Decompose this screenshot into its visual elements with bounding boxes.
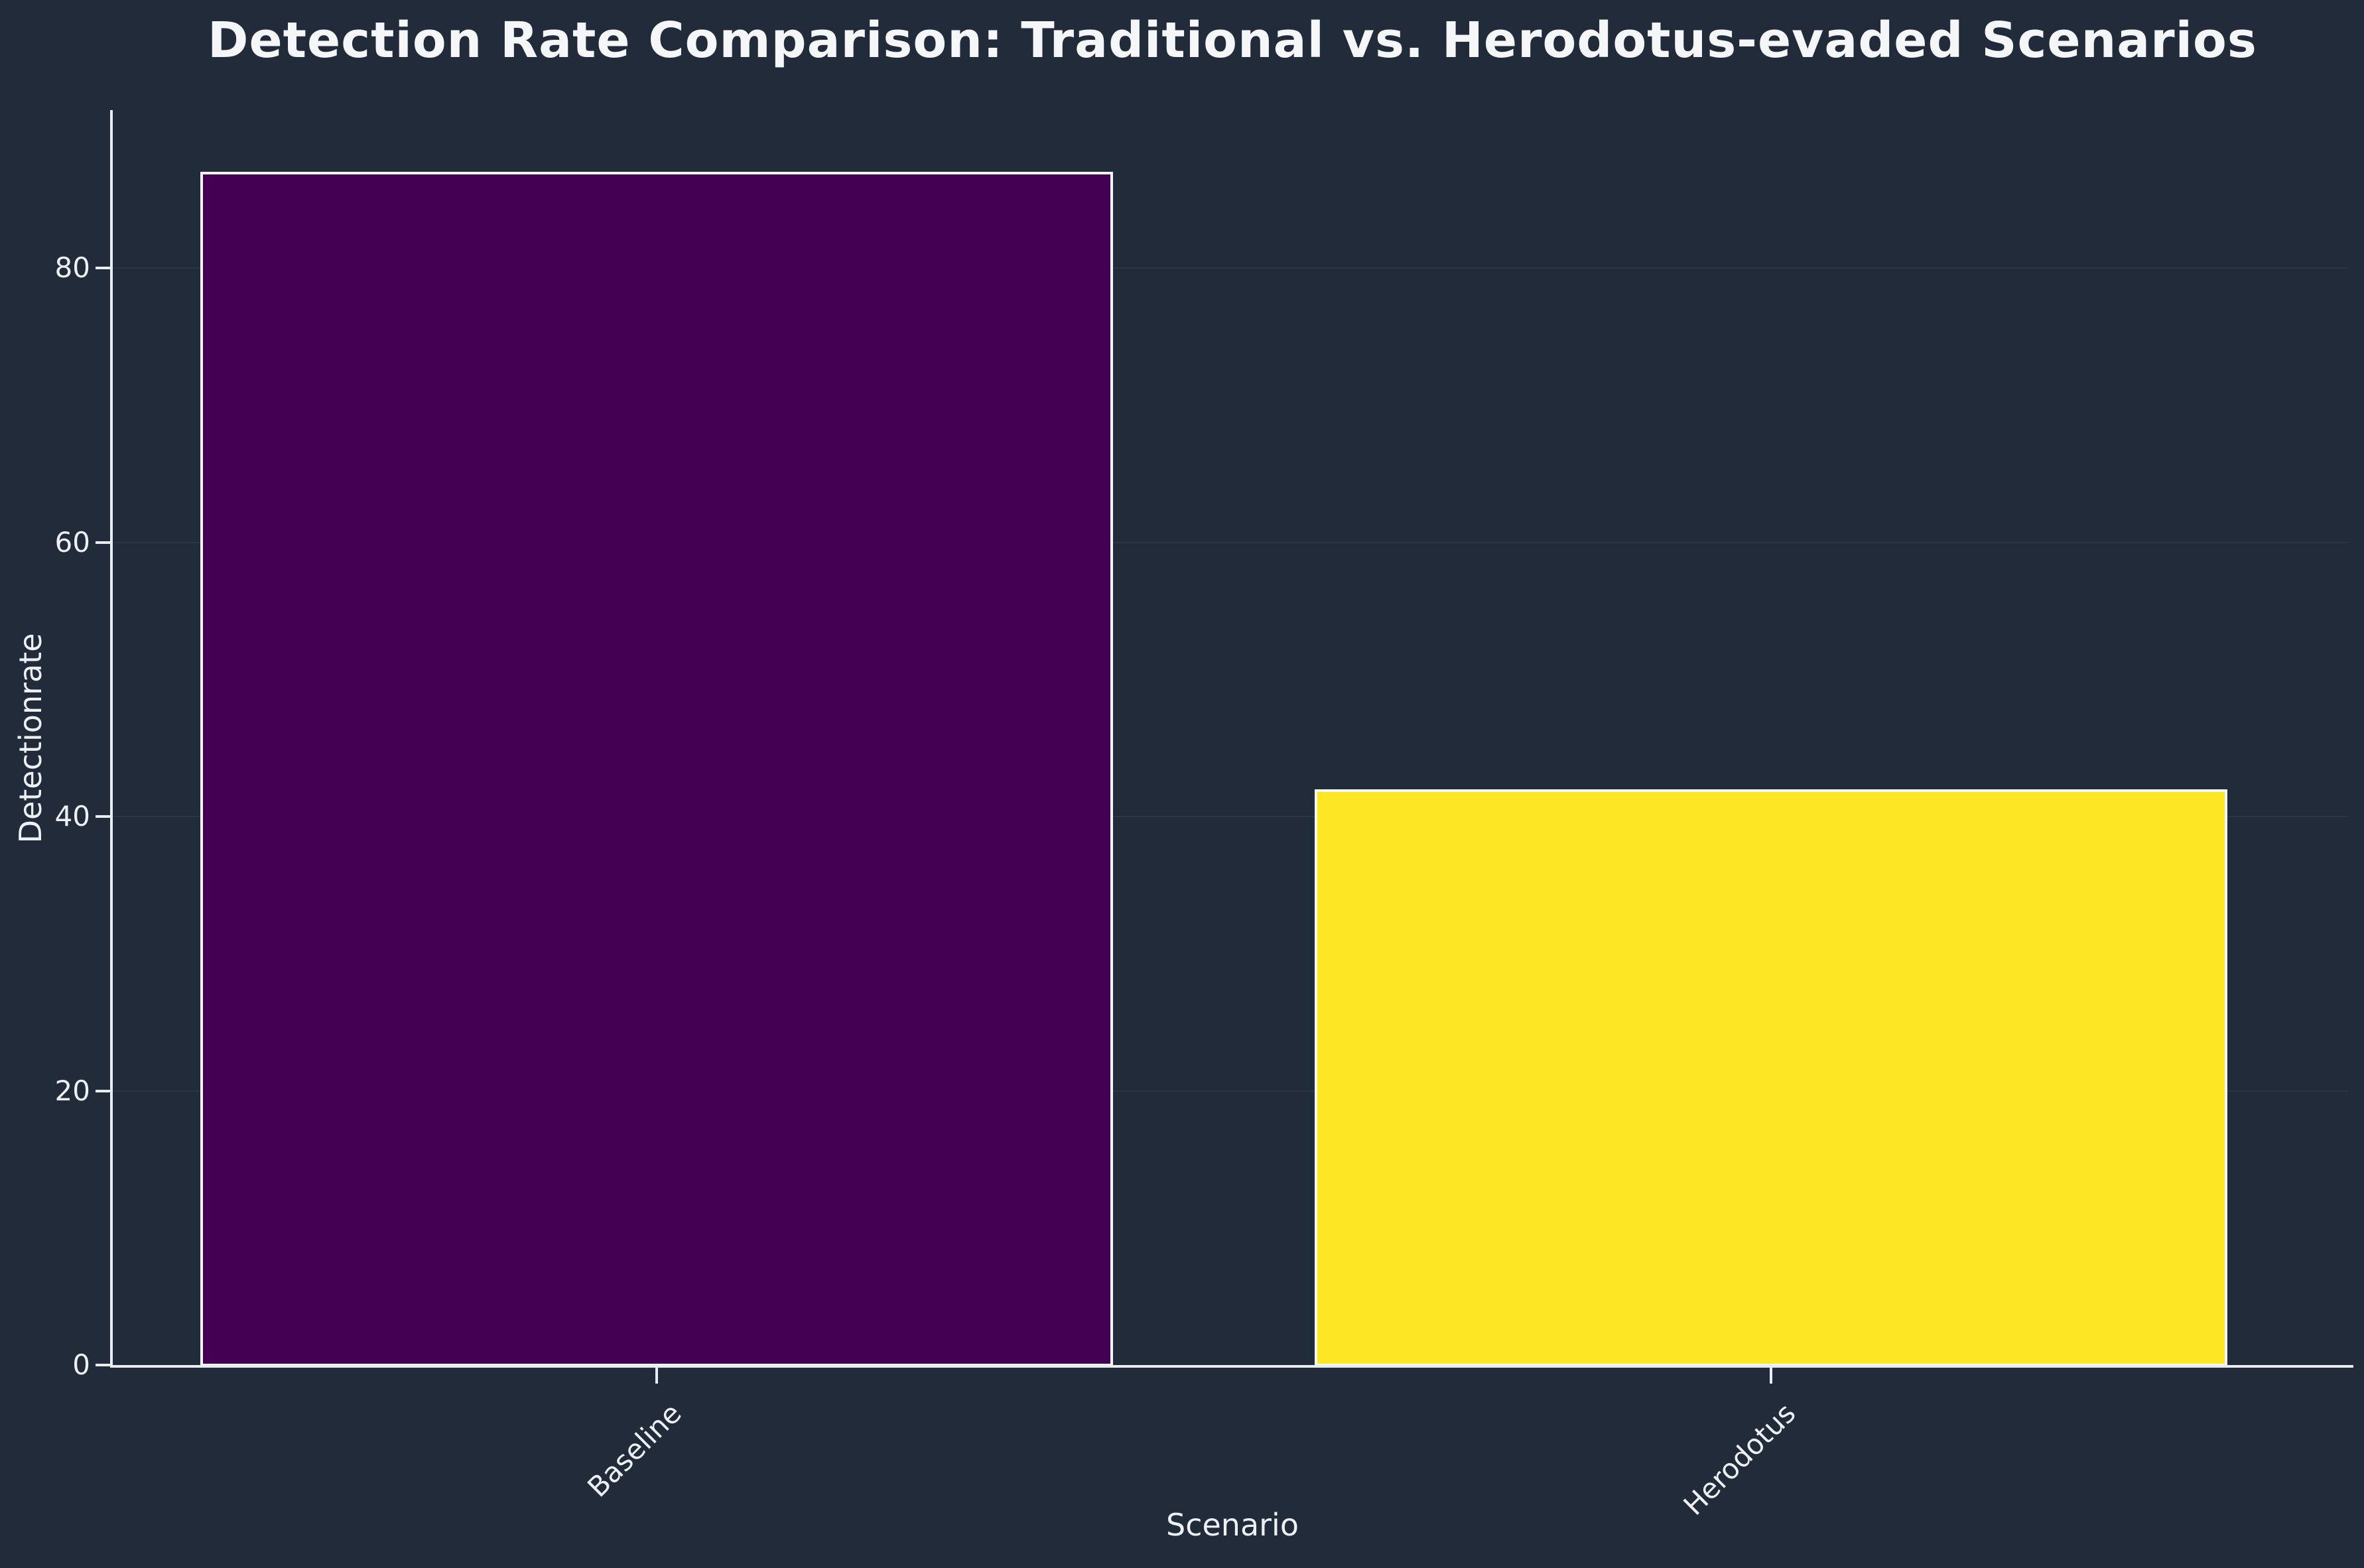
gridline-y-40 xyxy=(113,816,2348,817)
chart-title: Detection Rate Comparison: Traditional v… xyxy=(208,12,2257,69)
y-tick-mark-0 xyxy=(96,1364,110,1366)
x-axis-label: Scenario xyxy=(1166,1507,1299,1543)
x-tick-label-herodotus: Herodotus xyxy=(1677,1397,1802,1522)
bar-baseline xyxy=(200,172,1113,1366)
y-tick-mark-80 xyxy=(96,267,110,269)
bar-herodotus xyxy=(1315,789,2227,1366)
x-tick-mark-herodotus xyxy=(1770,1368,1772,1384)
x-axis-spine xyxy=(110,1365,2353,1368)
y-tick-mark-40 xyxy=(96,815,110,818)
y-tick-label-40: 40 xyxy=(54,800,90,832)
y-tick-label-60: 60 xyxy=(54,526,90,558)
x-tick-mark-baseline xyxy=(655,1368,658,1384)
y-tick-label-0: 0 xyxy=(72,1348,90,1381)
y-tick-mark-20 xyxy=(96,1090,110,1092)
gridline-y-60 xyxy=(113,542,2348,543)
gridline-y-80 xyxy=(113,267,2348,269)
x-tick-label-baseline: Baseline xyxy=(581,1397,688,1504)
y-tick-mark-60 xyxy=(96,541,110,544)
y-tick-label-20: 20 xyxy=(54,1075,90,1107)
y-tick-label-80: 80 xyxy=(54,251,90,284)
gridline-y-20 xyxy=(113,1090,2348,1092)
y-axis-spine xyxy=(110,110,113,1368)
